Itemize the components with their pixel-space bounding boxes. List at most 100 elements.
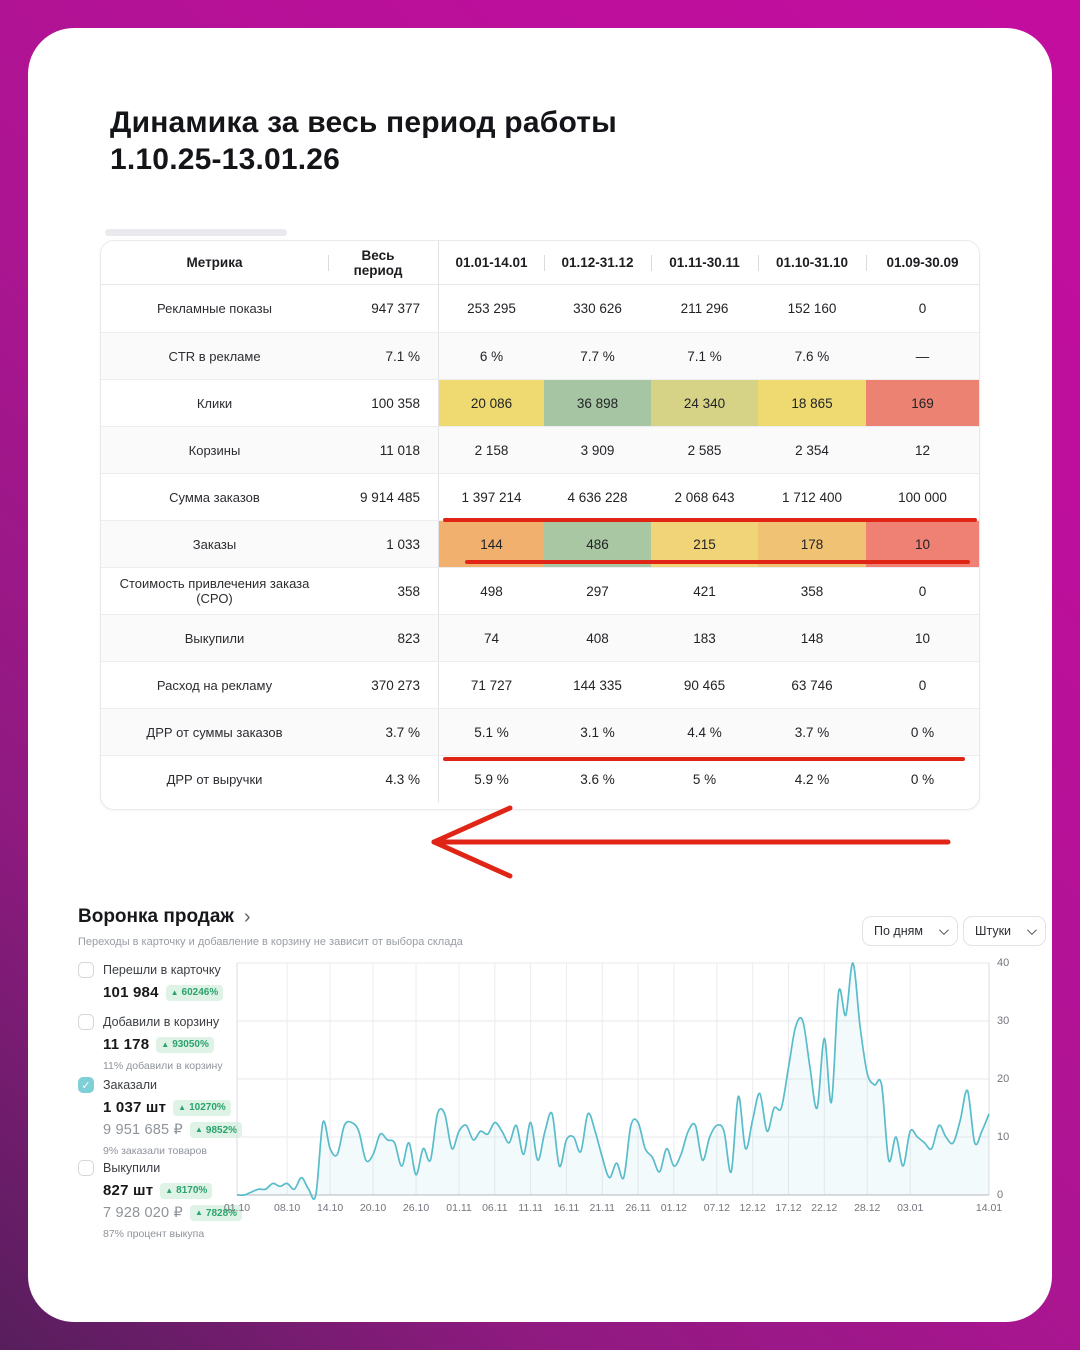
legend-note: 11% добавили в корзину [103,1060,223,1072]
growth-badge: ▲ 93050% [156,1036,214,1053]
x-axis-tick-label: 26.10 [402,1202,430,1214]
table-row: Выкупили 823 74 408 183 148 10 [101,614,979,661]
red-line-annotation-top [443,518,977,522]
metric-value: 2 158 [438,427,544,473]
chart-series-line [236,962,990,1201]
table-scrollbar-fragment[interactable] [105,229,287,236]
table-row: Корзины 11 018 2 158 3 909 2 585 2 354 12 [101,426,979,473]
metric-total: 358 [397,583,420,599]
metric-value: 5.9 % [438,756,544,802]
checkbox-unchecked[interactable] [78,1160,94,1176]
granularity-dropdown[interactable]: По дням [862,916,958,946]
metric-value: 1 712 400 [781,489,843,505]
table-row: Сумма заказов 9 914 485 1 397 214 4 636 228… [101,473,979,520]
column-header: Метрика [186,255,243,270]
legend-value: 7 928 020 ₽ [103,1205,183,1221]
metric-value: 183 [693,630,716,646]
metric-value: 3.7 % [794,724,830,740]
metric-value: 36 898 [544,380,651,426]
growth-badge: ▲ 60246% [165,984,224,1001]
chevron-down-icon [1026,924,1037,935]
metric-value: 498 [438,568,544,614]
up-arrow-icon: ▲ [170,987,179,997]
metric-value: 4.4 % [687,724,722,740]
metric-value: 330 626 [573,301,622,316]
table-row: ДРР от суммы заказов 3.7 % 5.1 % 3.1 % 4.4 %… [101,708,979,755]
x-axis-tick-label: 03.01 [897,1202,924,1214]
metric-value: 12 [914,442,931,458]
metric-value: 6 % [438,333,544,379]
metric-value: 3 909 [580,442,615,458]
checkbox-checked[interactable]: ✓ [78,1077,94,1093]
x-axis-tick-label: 01.10 [223,1202,251,1214]
metric-value: 358 [800,583,824,599]
metric-total: 100 358 [371,395,420,411]
legend-value: 9 951 685 ₽ [103,1122,183,1138]
legend-item: Добавили в корзину 11 178 ▲ 93050% 11% добав… [78,1014,250,1072]
x-axis-tick-label: 08.10 [273,1202,301,1214]
legend-note: 9% заказали товаров [103,1145,207,1157]
funnel-title-text: Воронка продаж [78,906,234,927]
granularity-dropdown-label: По дням [874,924,923,938]
x-axis-tick-label: 12.12 [739,1202,766,1214]
table-row: CTR в рекламе 7.1 % 6 % 7.7 % 7.1 % 7.6 % — [101,332,979,379]
up-arrow-icon: ▲ [161,1039,170,1049]
metric-value: 4.2 % [794,771,830,787]
column-header: 01.01-14.01 [438,241,544,284]
content-card: Динамика за весь период работы 1.10.25-1… [28,28,1052,1322]
units-dropdown[interactable]: Штуки [963,916,1047,946]
legend-label: Добавили в корзину [103,1015,220,1029]
legend-item: ✓ Заказали 1 037 шт ▲ 10270% 9 951 685 ₽ ▲ 9852… [78,1077,250,1157]
table-row: Расход на рекламу 370 273 71 727 144 335 90 … [101,661,979,708]
x-axis-tick-label: 07.12 [703,1202,730,1214]
table-row: Стоимость привлечения заказа (СРО) 358 498… [101,567,979,614]
growth-badge: ▲ 8170% [160,1182,213,1199]
funnel-line-chart [236,962,990,1201]
x-axis-tick-label: 14.01 [975,1202,1003,1214]
metric-total: 1 033 [386,536,420,552]
legend-item: Выкупили 827 шт ▲ 8170% 7 928 020 ₽ ▲ 7828% 87%… [78,1160,250,1240]
metric-value: 215 [651,521,758,567]
x-axis-tick-label: 17.12 [775,1202,802,1214]
x-axis-tick-label: 06.11 [482,1202,508,1214]
metric-total: 370 273 [371,677,420,693]
x-axis-tick-label: 28.12 [854,1202,881,1214]
metric-label: Выкупили [184,630,245,646]
metric-label: Рекламные показы [157,301,272,316]
metric-value: 74 [438,615,544,661]
metric-value: 10 [866,521,979,567]
growth-badge: ▲ 7828% [189,1205,243,1221]
up-arrow-icon: ▲ [194,1125,203,1134]
legend-value: 1 037 шт [103,1099,167,1116]
metric-value: 144 [438,521,544,567]
metric-value: 486 [544,521,651,567]
metric-value: 178 [758,521,866,567]
funnel-section-title: Воронка продаж › [78,906,251,928]
x-axis-tick-label: 22.12 [811,1202,838,1214]
metric-value: 0 [918,677,927,693]
x-axis-tick-label: 20.10 [359,1202,387,1214]
checkbox-unchecked[interactable] [78,962,94,978]
metric-value: 3.1 % [580,724,615,740]
y-axis-tick-label: 30 [997,1015,1010,1027]
metric-label: Стоимость привлечения заказа (СРО) [119,576,310,606]
metric-value: 2 354 [795,442,829,458]
units-dropdown-label: Штуки [975,924,1012,938]
metric-value: 421 [693,583,716,599]
checkbox-unchecked[interactable] [78,1014,94,1030]
chevron-right-icon[interactable]: › [243,906,251,928]
metric-total: 823 [397,630,420,646]
metric-total: 9 914 485 [359,489,420,505]
y-axis-tick-label: 10 [997,1131,1010,1143]
legend-label: Выкупили [103,1161,161,1175]
metric-value: 24 340 [651,380,758,426]
metric-label: ДРР от суммы заказов [146,724,283,740]
metric-total: 3.7 % [385,724,420,740]
table-row: ДРР от выручки 4.3 % 5.9 % 3.6 % 5 % 4.2 % 0 % [101,755,979,802]
metric-total: 947 377 [371,301,420,316]
metric-value: 10 [914,630,931,646]
metric-value: 7.7 % [580,348,615,364]
page-title: Динамика за весь период работы 1.10.25-1… [110,104,617,178]
x-axis-tick-label: 21.11 [589,1202,616,1214]
metrics-table-card: Метрика Весь период 01.01-14.01 01.12-31.12… [100,240,980,810]
